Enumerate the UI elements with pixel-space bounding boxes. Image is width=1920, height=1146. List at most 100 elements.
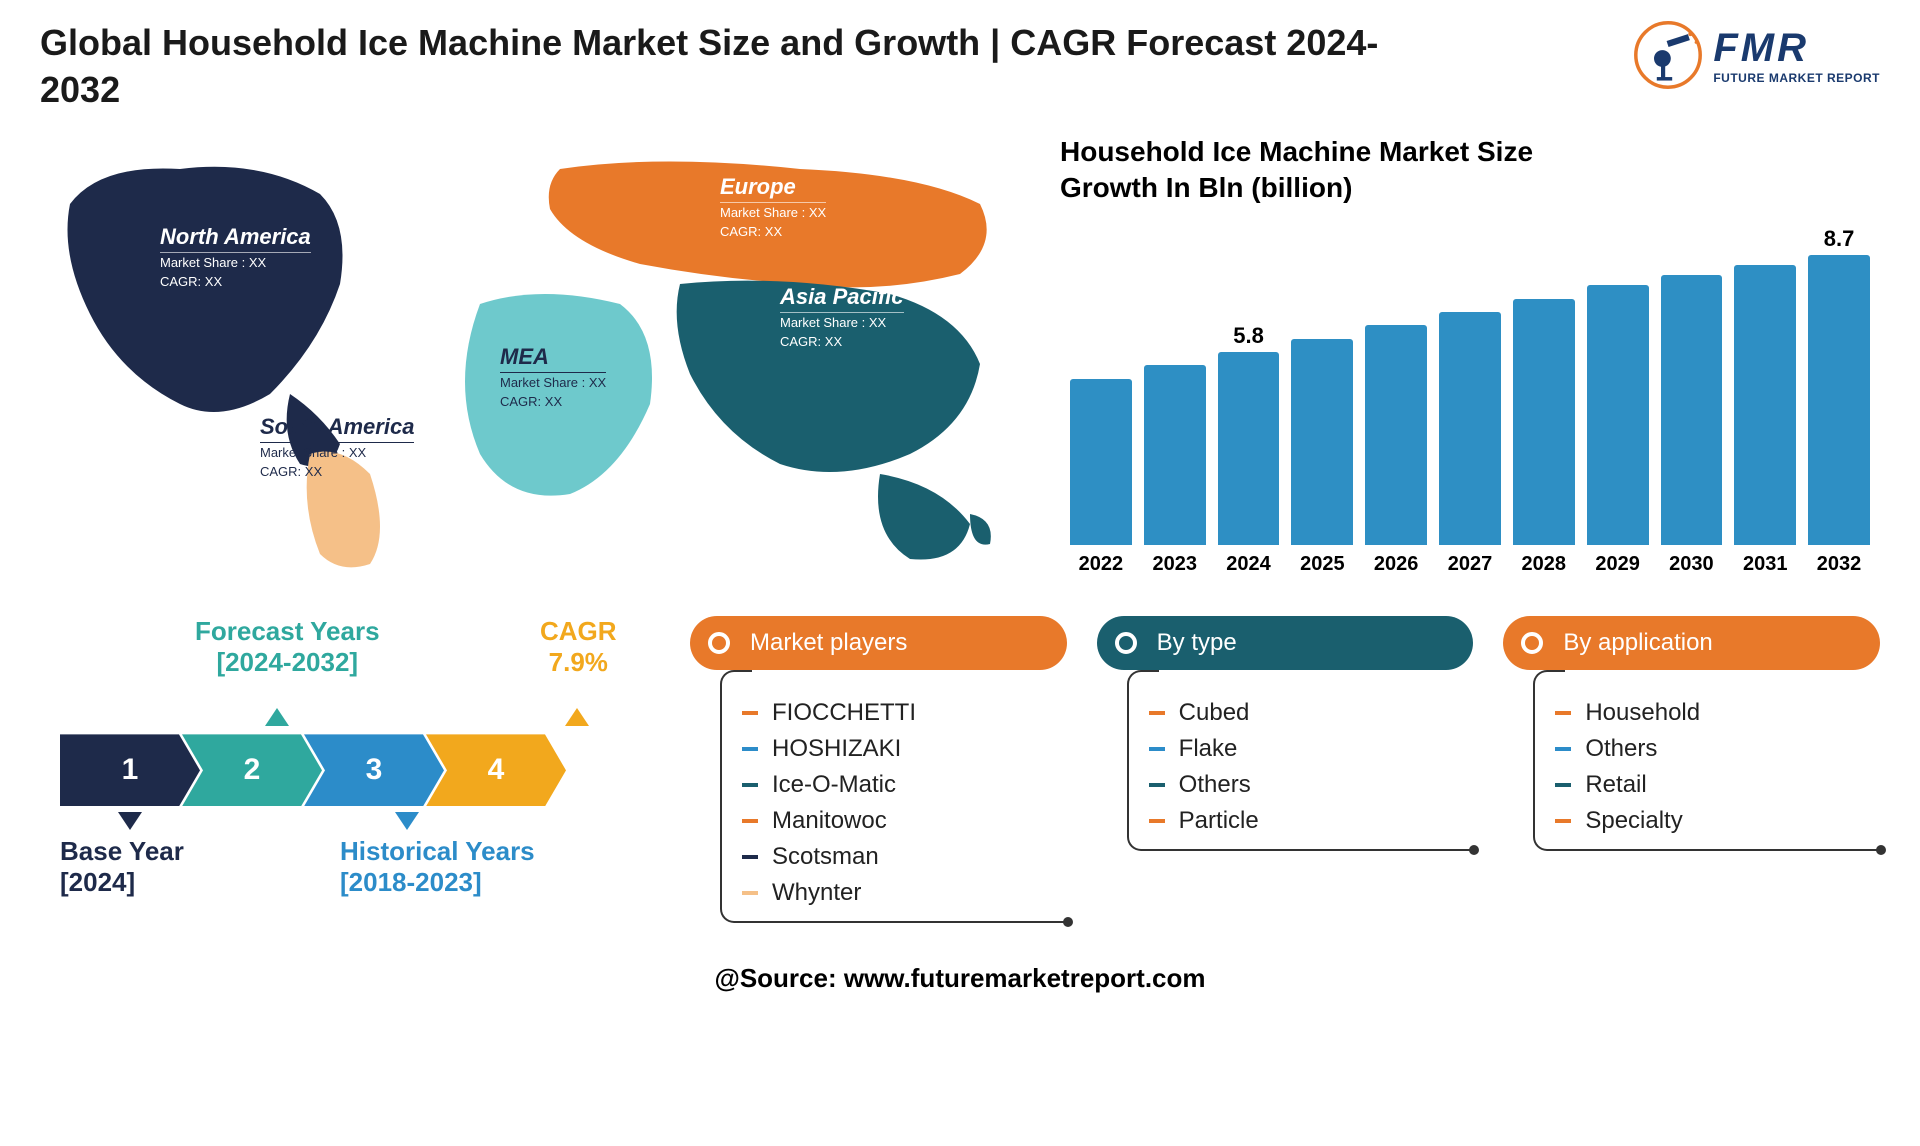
bar-col: 2029 (1587, 285, 1649, 576)
region-label-asia-pacific: Asia PacificMarket Share : XXCAGR: XX (780, 284, 904, 349)
category-item: Ice-O-Matic (742, 767, 1067, 803)
category-item-label: Retail (1585, 771, 1646, 799)
category-bracket: Cubed Flake Others Particle (1127, 685, 1474, 851)
tick-icon (742, 891, 758, 895)
category-item-label: Flake (1179, 735, 1238, 763)
base-range: [2024] (60, 867, 184, 898)
year-label: 2027 (1448, 553, 1493, 576)
bar-col: 20245.8 (1218, 352, 1280, 576)
tick-icon (742, 783, 758, 787)
category-item-label: Specialty (1585, 807, 1682, 835)
category-bracket: Household Others Retail Specialty (1533, 685, 1880, 851)
category-item-label: Whynter (772, 879, 861, 907)
category-item-label: Household (1585, 699, 1700, 727)
triangle-down-icon (395, 812, 419, 830)
tick-icon (742, 747, 758, 751)
category-pill: Market players (690, 616, 1067, 670)
tick-icon (1555, 747, 1571, 751)
category-column: By application Household Others Retail Speci… (1503, 616, 1880, 923)
tick-icon (742, 855, 758, 859)
category-item-label: Ice-O-Matic (772, 771, 896, 799)
bar-value-label: 8.7 (1824, 226, 1855, 252)
year-label: 2030 (1669, 553, 1714, 576)
bar-col: 2022 (1070, 379, 1132, 577)
category-item-label: Cubed (1179, 699, 1250, 727)
category-item: Manitowoc (742, 803, 1067, 839)
category-item: Flake (1149, 731, 1474, 767)
category-item: Others (1149, 767, 1474, 803)
year-label: 2023 (1152, 553, 1197, 576)
bar-col: 2025 (1291, 339, 1353, 577)
tick-icon (1149, 711, 1165, 715)
forecast-range: [2024-2032] (195, 647, 380, 678)
bar (1734, 265, 1796, 545)
world-map: North AmericaMarket Share : XXCAGR: XX So… (40, 134, 1020, 574)
triangle-down-icon (118, 812, 142, 830)
bar-chart: 2022202320245.82025202620272028202920302… (1060, 216, 1880, 576)
category-item-label: FIOCCHETTI (772, 699, 916, 727)
forecast-label: Forecast Years (195, 616, 380, 647)
category-section: Market players FIOCCHETTI HOSHIZAKI Ice-O-M… (690, 616, 1880, 923)
tick-icon (1149, 783, 1165, 787)
bar-chart-section: Household Ice Machine Market Size Growth… (1060, 134, 1880, 577)
year-label: 2032 (1817, 553, 1862, 576)
timeline-step: 3 (304, 734, 444, 806)
bar-col: 2023 (1144, 365, 1206, 576)
region-label-mea: MEAMarket Share : XXCAGR: XX (500, 344, 606, 409)
timeline-chevrons: 1234 (60, 734, 566, 806)
year-label: 2022 (1079, 553, 1124, 576)
timeline-step: 4 (426, 734, 566, 806)
year-label: 2026 (1374, 553, 1419, 576)
triangle-up-icon (265, 708, 289, 726)
category-item: Specialty (1555, 803, 1880, 839)
tick-icon (742, 711, 758, 715)
base-label: Base Year (60, 836, 184, 867)
bar-col: 2026 (1365, 325, 1427, 576)
bar (1365, 325, 1427, 545)
bar (1144, 365, 1206, 545)
category-item-label: Others (1585, 735, 1657, 763)
region-label-europe: EuropeMarket Share : XXCAGR: XX (720, 174, 826, 239)
category-item: Cubed (1149, 695, 1474, 731)
category-item: Particle (1149, 803, 1474, 839)
bar (1439, 312, 1501, 545)
bar (1291, 339, 1353, 546)
category-item: Others (1555, 731, 1880, 767)
year-label: 2025 (1300, 553, 1345, 576)
region-label-south-america: South AmericaMarket Share : XXCAGR: XX (260, 414, 414, 479)
logo-text-small: FUTURE MARKET REPORT (1713, 71, 1880, 85)
category-item-label: Scotsman (772, 843, 879, 871)
region-label-north-america: North AmericaMarket Share : XXCAGR: XX (160, 224, 311, 289)
bar (1513, 299, 1575, 546)
year-label: 2024 (1226, 553, 1271, 576)
timeline-step: 1 (60, 734, 200, 806)
tick-icon (742, 819, 758, 823)
category-item: HOSHIZAKI (742, 731, 1067, 767)
timeline-section: Forecast Years [2024-2032] CAGR 7.9% 123… (40, 616, 660, 896)
chart-title: Household Ice Machine Market Size Growth… (1060, 134, 1560, 207)
tick-icon (1555, 711, 1571, 715)
cagr-value: 7.9% (540, 647, 617, 678)
page-title: Global Household Ice Machine Market Size… (40, 20, 1440, 114)
category-item: Household (1555, 695, 1880, 731)
bar (1070, 379, 1132, 546)
category-bracket: FIOCCHETTI HOSHIZAKI Ice-O-Matic Manitowoc S… (720, 685, 1067, 923)
bar (1661, 275, 1723, 545)
bar-value-label: 5.8 (1233, 323, 1264, 349)
tick-icon (1555, 819, 1571, 823)
category-item: FIOCCHETTI (742, 695, 1067, 731)
bar-col: 2027 (1439, 312, 1501, 576)
fmr-logo: FMR FUTURE MARKET REPORT (1633, 20, 1880, 90)
category-item-label: Particle (1179, 807, 1259, 835)
bar-col: 2031 (1734, 265, 1796, 576)
cagr-label: CAGR (540, 616, 617, 647)
year-label: 2031 (1743, 553, 1788, 576)
year-label: 2029 (1595, 553, 1640, 576)
bar (1808, 255, 1870, 545)
bar-col: 2028 (1513, 299, 1575, 577)
hist-range: [2018-2023] (340, 867, 535, 898)
triangle-up-icon (565, 708, 589, 726)
bar-col: 2030 (1661, 275, 1723, 576)
bar (1218, 352, 1280, 545)
category-pill: By application (1503, 616, 1880, 670)
